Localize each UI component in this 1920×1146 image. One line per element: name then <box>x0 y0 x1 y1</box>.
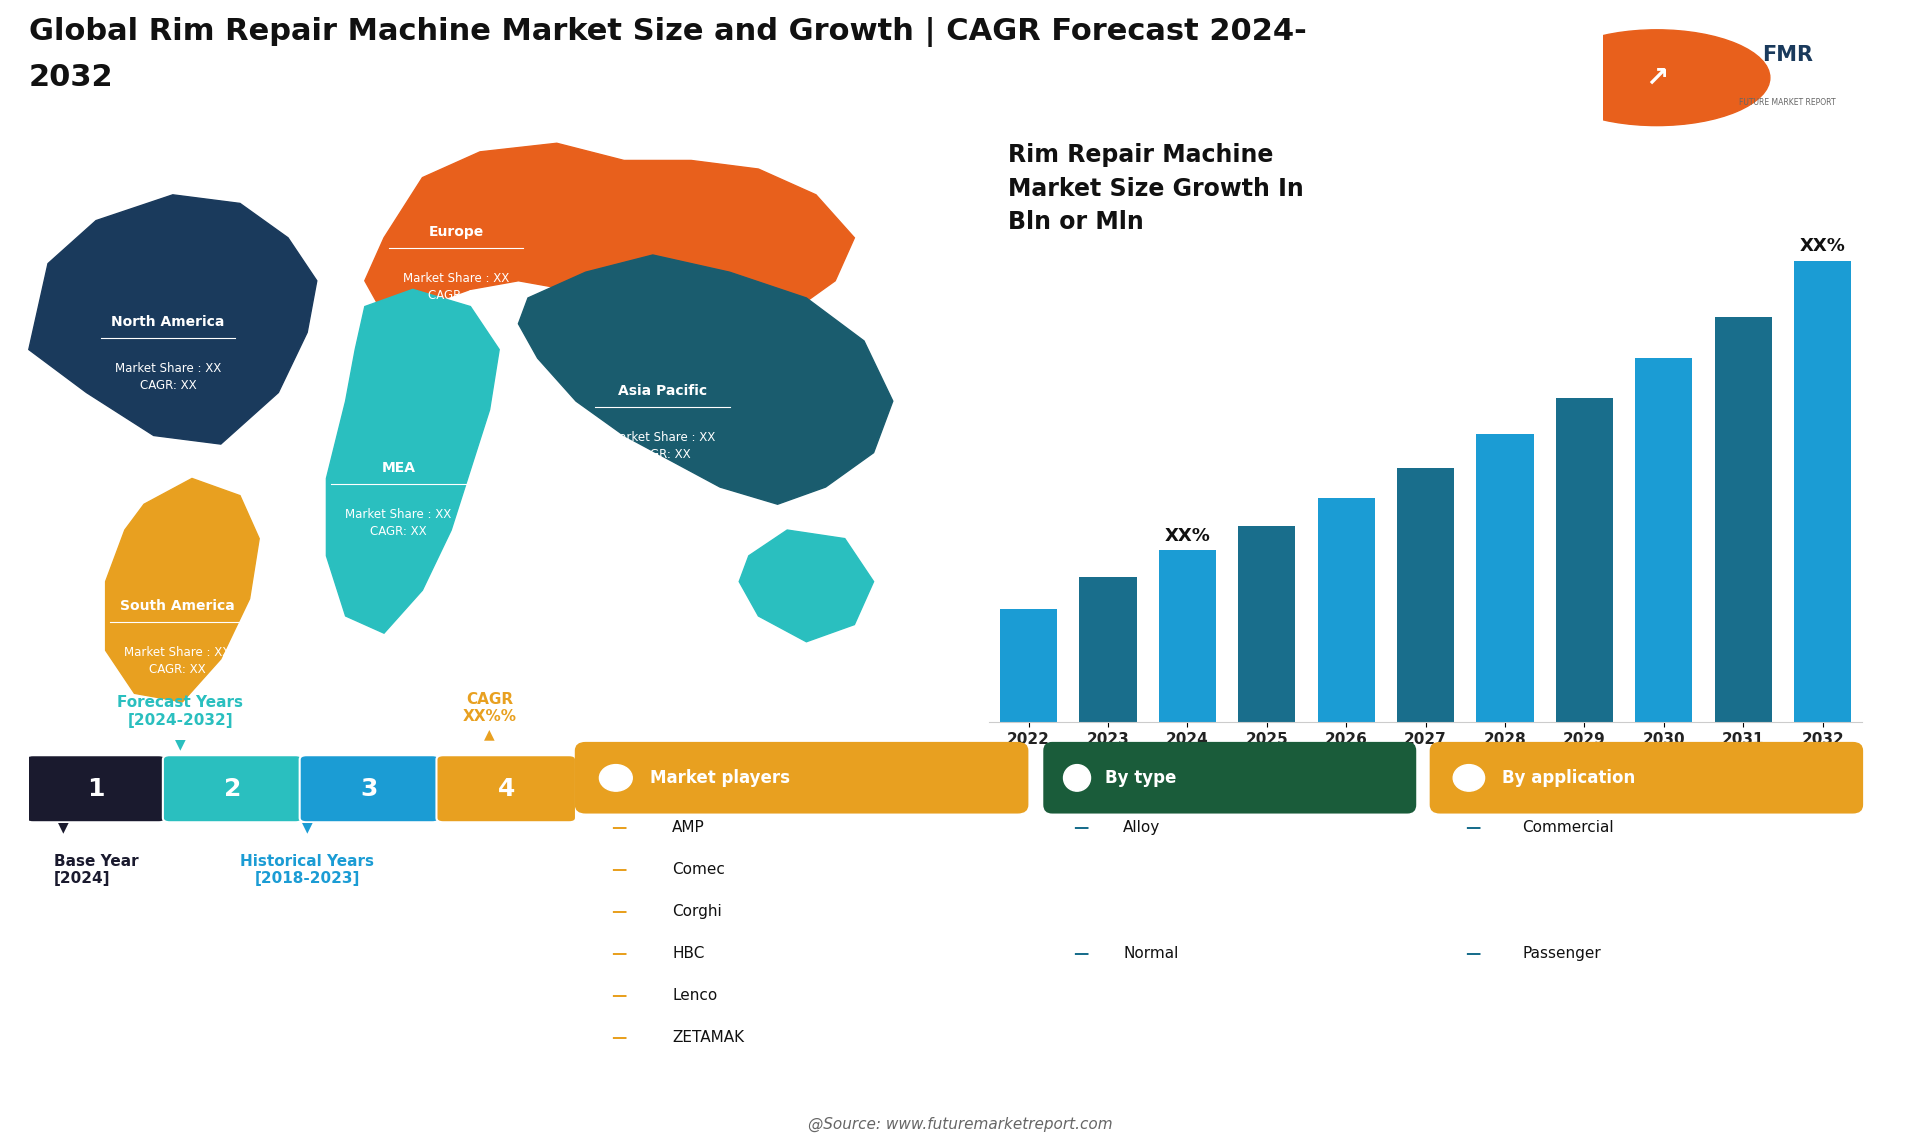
Circle shape <box>1064 764 1091 791</box>
Bar <box>1317 499 1375 722</box>
FancyBboxPatch shape <box>1043 741 1417 814</box>
Text: XX%: XX% <box>1799 237 1845 256</box>
Text: Rim Repair Machine
Market Size Growth In
Bln or Mln: Rim Repair Machine Market Size Growth In… <box>1008 143 1304 234</box>
Text: Historical Years
[2018-2023]: Historical Years [2018-2023] <box>240 854 374 886</box>
Text: Corghi: Corghi <box>672 904 722 919</box>
Text: CAGR
XX%%: CAGR XX%% <box>463 692 516 724</box>
Text: Base Year
[2024]: Base Year [2024] <box>54 854 138 886</box>
Text: ▼: ▼ <box>58 821 69 834</box>
Text: 3: 3 <box>361 777 378 801</box>
Text: Market Share : XX
CAGR: XX: Market Share : XX CAGR: XX <box>403 272 509 301</box>
Text: Normal: Normal <box>1123 945 1179 960</box>
Bar <box>1715 317 1772 722</box>
Text: AMP: AMP <box>672 821 705 835</box>
Text: Market Share : XX
CAGR: XX: Market Share : XX CAGR: XX <box>125 645 230 676</box>
FancyBboxPatch shape <box>163 755 303 823</box>
Text: —: — <box>611 1030 628 1045</box>
Circle shape <box>1453 764 1484 791</box>
FancyBboxPatch shape <box>300 755 440 823</box>
Text: South America: South America <box>121 598 234 613</box>
Bar <box>1238 526 1296 722</box>
Bar <box>1000 609 1058 722</box>
Text: ▼: ▼ <box>301 821 313 834</box>
Text: By application: By application <box>1501 769 1636 787</box>
Text: —: — <box>1465 821 1480 835</box>
Text: @Source: www.futuremarketreport.com: @Source: www.futuremarketreport.com <box>808 1117 1112 1132</box>
Text: —: — <box>611 821 628 835</box>
Text: —: — <box>611 945 628 960</box>
Text: Lenco: Lenco <box>672 988 718 1003</box>
FancyBboxPatch shape <box>1430 741 1862 814</box>
Text: FMR: FMR <box>1763 45 1812 65</box>
Text: Market Share : XX
CAGR: XX: Market Share : XX CAGR: XX <box>115 362 221 392</box>
Bar <box>1476 434 1534 722</box>
Text: Passenger: Passenger <box>1523 945 1601 960</box>
Polygon shape <box>518 256 893 504</box>
Text: Asia Pacific: Asia Pacific <box>618 384 707 398</box>
Text: XX%: XX% <box>1164 526 1210 544</box>
Text: North America: North America <box>111 315 225 329</box>
FancyBboxPatch shape <box>27 755 165 823</box>
Text: ▲: ▲ <box>484 728 495 741</box>
Text: —: — <box>611 862 628 877</box>
FancyBboxPatch shape <box>436 755 576 823</box>
Polygon shape <box>365 143 854 332</box>
Text: Market Share : XX
CAGR: XX: Market Share : XX CAGR: XX <box>346 508 451 539</box>
Text: ↗: ↗ <box>1645 64 1668 92</box>
Text: Commercial: Commercial <box>1523 821 1615 835</box>
Text: Comec: Comec <box>672 862 726 877</box>
Bar <box>1555 398 1613 722</box>
Text: Alloy: Alloy <box>1123 821 1160 835</box>
Polygon shape <box>739 529 874 642</box>
Polygon shape <box>106 479 259 701</box>
Text: ZETAMAK: ZETAMAK <box>672 1030 745 1045</box>
Bar <box>1793 261 1851 722</box>
Text: 2032: 2032 <box>29 63 113 92</box>
Text: FUTURE MARKET REPORT: FUTURE MARKET REPORT <box>1740 99 1836 108</box>
Text: —: — <box>611 988 628 1003</box>
Text: Market players: Market players <box>651 769 791 787</box>
Polygon shape <box>326 289 499 633</box>
Text: By type: By type <box>1106 769 1177 787</box>
Text: MEA: MEA <box>382 461 415 476</box>
Bar <box>1079 578 1137 722</box>
Text: 2: 2 <box>225 777 242 801</box>
Bar <box>1398 468 1453 722</box>
Text: 1: 1 <box>86 777 104 801</box>
Circle shape <box>1544 30 1770 126</box>
Text: Forecast Years
[2024-2032]: Forecast Years [2024-2032] <box>117 696 244 728</box>
FancyBboxPatch shape <box>574 741 1029 814</box>
Bar <box>1160 550 1215 722</box>
Circle shape <box>599 764 632 791</box>
Text: Global Rim Repair Machine Market Size and Growth | CAGR Forecast 2024-: Global Rim Repair Machine Market Size an… <box>29 17 1306 47</box>
Bar <box>1636 358 1692 722</box>
Text: Market Share : XX
CAGR: XX: Market Share : XX CAGR: XX <box>609 431 716 461</box>
Polygon shape <box>29 195 317 445</box>
Text: —: — <box>1073 945 1089 960</box>
Text: —: — <box>1073 821 1089 835</box>
Text: Europe: Europe <box>428 225 484 238</box>
Text: —: — <box>611 904 628 919</box>
Text: 4: 4 <box>497 777 515 801</box>
Text: —: — <box>1465 945 1480 960</box>
Text: HBC: HBC <box>672 945 705 960</box>
Text: ▼: ▼ <box>175 737 186 751</box>
